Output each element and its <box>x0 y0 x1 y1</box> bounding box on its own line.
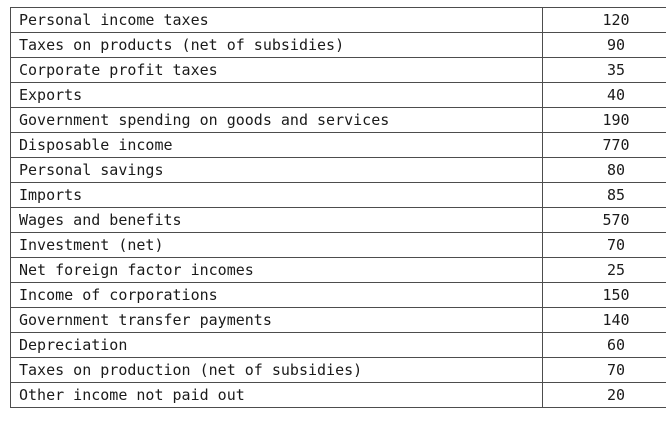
row-label: Personal savings <box>10 157 543 183</box>
table-row: Taxes on products (net of subsidies) 90 <box>10 32 666 58</box>
table-row: Depreciation 60 <box>10 332 666 358</box>
row-label: Depreciation <box>10 332 543 358</box>
row-label: Investment (net) <box>10 232 543 258</box>
economic-data-table: Personal income taxes 120 Taxes on produ… <box>10 7 666 408</box>
row-value: 190 <box>542 107 666 133</box>
row-label: Disposable income <box>10 132 543 158</box>
row-label: Other income not paid out <box>10 382 543 408</box>
table-row: Net foreign factor incomes 25 <box>10 257 666 283</box>
row-value: 770 <box>542 132 666 158</box>
row-label: Government transfer payments <box>10 307 543 333</box>
table-row: Wages and benefits 570 <box>10 207 666 233</box>
row-value: 70 <box>542 232 666 258</box>
row-value: 20 <box>542 382 666 408</box>
row-value: 90 <box>542 32 666 58</box>
table-row: Personal savings 80 <box>10 157 666 183</box>
row-label: Corporate profit taxes <box>10 57 543 83</box>
row-value: 60 <box>542 332 666 358</box>
row-label: Exports <box>10 82 543 108</box>
table-row: Government spending on goods and service… <box>10 107 666 133</box>
economic-data-table-container: Personal income taxes 120 Taxes on produ… <box>10 7 666 408</box>
table-row: Government transfer payments 140 <box>10 307 666 333</box>
row-label: Personal income taxes <box>10 7 543 33</box>
table-row: Investment (net) 70 <box>10 232 666 258</box>
table-row: Other income not paid out 20 <box>10 382 666 408</box>
row-value: 120 <box>542 7 666 33</box>
row-label: Net foreign factor incomes <box>10 257 543 283</box>
table-row: Corporate profit taxes 35 <box>10 57 666 83</box>
row-value: 85 <box>542 182 666 208</box>
row-value: 25 <box>542 257 666 283</box>
row-value: 140 <box>542 307 666 333</box>
row-value: 35 <box>542 57 666 83</box>
table-row: Taxes on production (net of subsidies) 7… <box>10 357 666 383</box>
row-value: 40 <box>542 82 666 108</box>
row-value: 570 <box>542 207 666 233</box>
table-row: Disposable income 770 <box>10 132 666 158</box>
table-row: Exports 40 <box>10 82 666 108</box>
table-row: Income of corporations 150 <box>10 282 666 308</box>
row-label: Government spending on goods and service… <box>10 107 543 133</box>
table-row: Imports 85 <box>10 182 666 208</box>
row-label: Imports <box>10 182 543 208</box>
row-label: Taxes on products (net of subsidies) <box>10 32 543 58</box>
row-label: Wages and benefits <box>10 207 543 233</box>
row-label: Taxes on production (net of subsidies) <box>10 357 543 383</box>
row-value: 80 <box>542 157 666 183</box>
row-value: 150 <box>542 282 666 308</box>
row-label: Income of corporations <box>10 282 543 308</box>
row-value: 70 <box>542 357 666 383</box>
table-row: Personal income taxes 120 <box>10 7 666 33</box>
